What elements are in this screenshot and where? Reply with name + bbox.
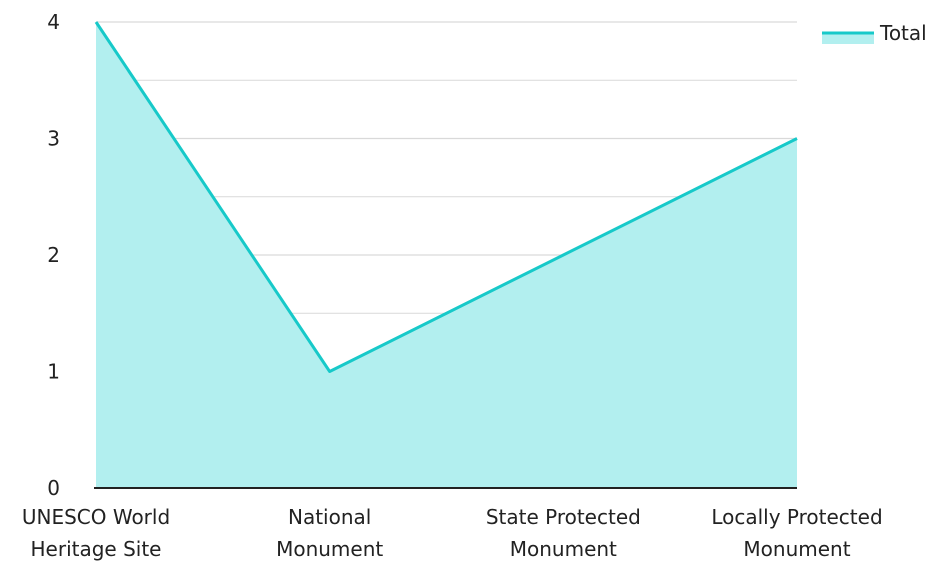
- x-tick-label-line: State Protected: [486, 505, 641, 529]
- y-tick-label: 4: [47, 10, 60, 34]
- series-line-total: [94, 21, 798, 373]
- y-tick-label: 1: [47, 360, 60, 384]
- x-tick-label-line: National: [288, 505, 371, 529]
- series-line: [94, 21, 798, 373]
- x-tick-label-line: UNESCO World: [22, 505, 170, 529]
- area-fill-total: [96, 22, 797, 488]
- y-tick-label: 3: [47, 127, 60, 151]
- x-tick-label: Locally Protected Monument: [711, 505, 882, 561]
- y-axis-tick-labels: 0 1 2 3 4: [47, 10, 60, 500]
- x-tick-label: State Protected Monument: [486, 505, 641, 561]
- y-tick-label: 2: [47, 243, 60, 267]
- x-tick-label-line: Heritage Site: [31, 537, 162, 561]
- y-tick-label: 0: [47, 476, 60, 500]
- x-tick-label-line: Monument: [510, 537, 617, 561]
- series-area: [96, 22, 797, 488]
- legend: Total: [822, 21, 927, 45]
- x-tick-label-line: Monument: [743, 537, 850, 561]
- x-tick-label-line: Monument: [276, 537, 383, 561]
- legend-swatch-fill: [822, 32, 874, 44]
- legend-label-total: Total: [879, 21, 927, 45]
- x-axis-tick-labels: UNESCO World Heritage Site National Monumen…: [22, 505, 883, 561]
- x-tick-label: National Monument: [276, 505, 383, 561]
- x-tick-label: UNESCO World Heritage Site: [22, 505, 170, 561]
- x-tick-label-line: Locally Protected: [711, 505, 882, 529]
